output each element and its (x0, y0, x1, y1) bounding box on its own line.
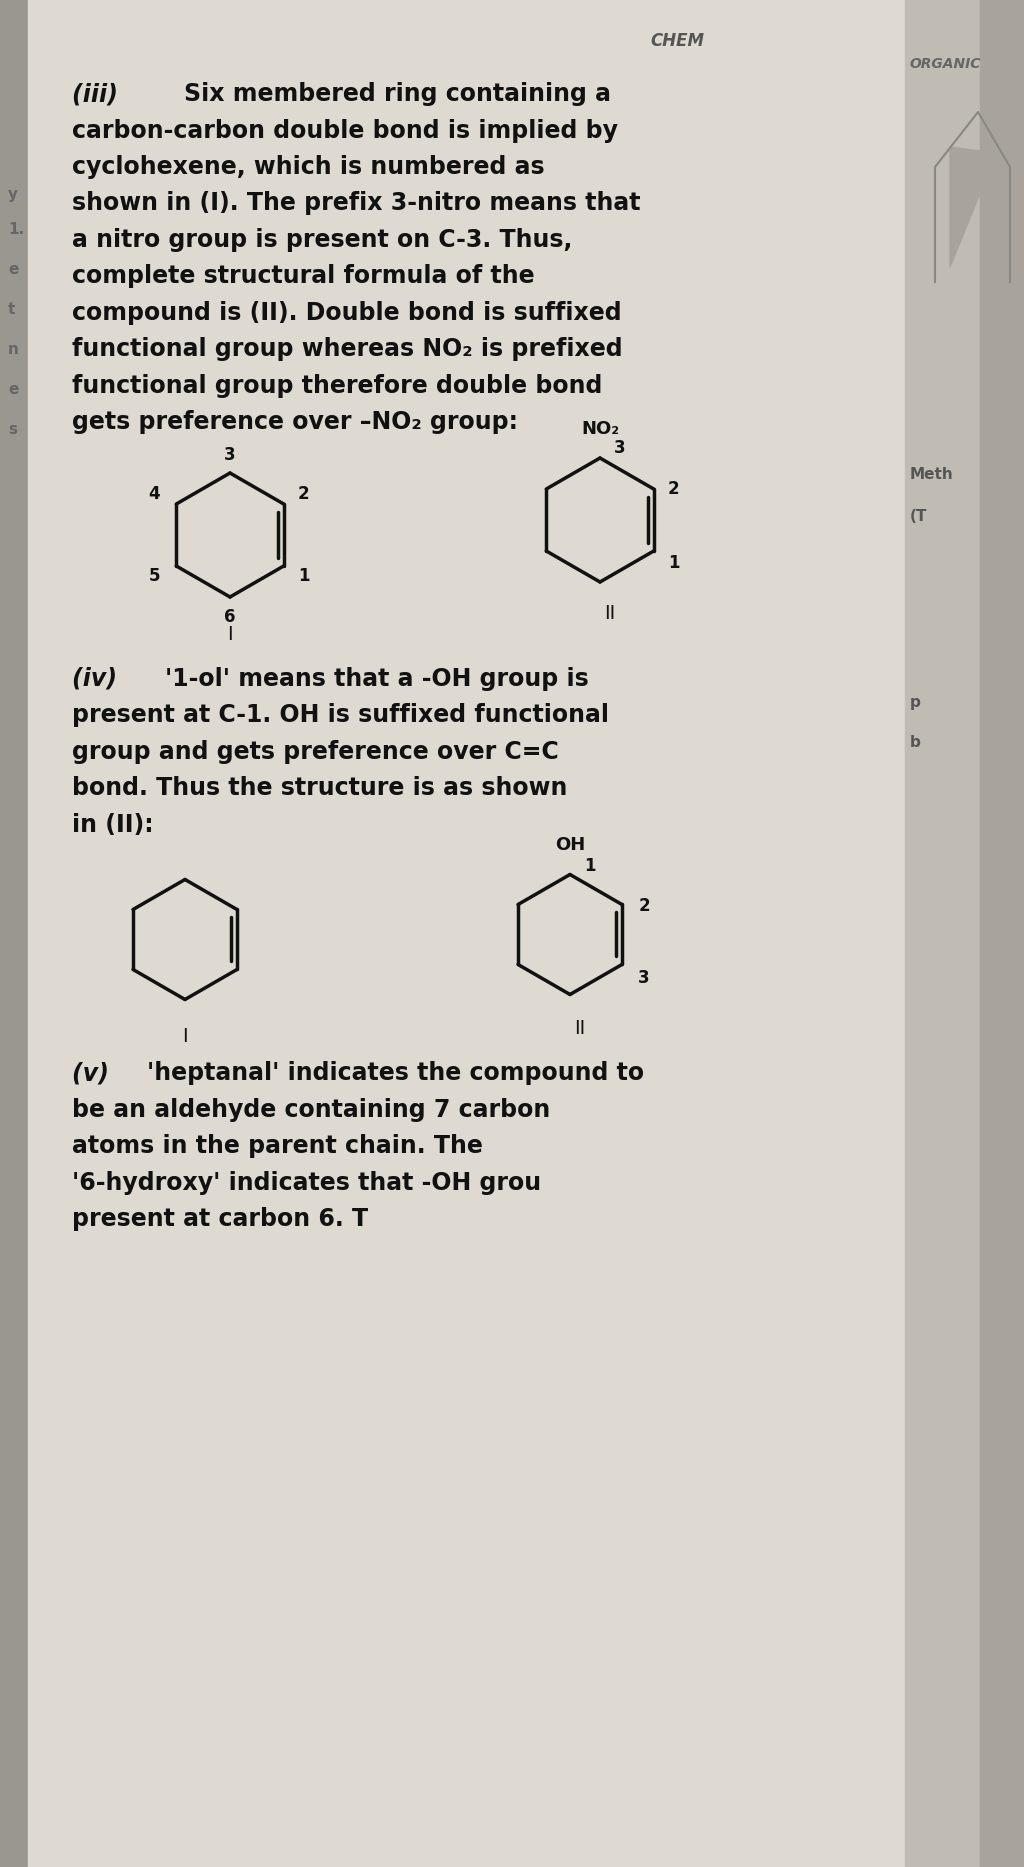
Text: 3: 3 (224, 446, 236, 465)
Text: n: n (8, 342, 18, 357)
Text: (v): (v) (72, 1062, 117, 1085)
Text: 1: 1 (668, 554, 680, 571)
Text: 1.: 1. (8, 222, 25, 237)
Text: 6: 6 (224, 609, 236, 625)
Text: e: e (8, 383, 18, 398)
Text: shown in (I). The prefix 3-nitro means that: shown in (I). The prefix 3-nitro means t… (72, 192, 640, 215)
Text: (iii): (iii) (72, 82, 126, 106)
Text: present at C-1. OH is suffixed functional: present at C-1. OH is suffixed functiona… (72, 704, 609, 728)
Bar (0, 0, 28, 1867)
Text: (T: (T (910, 510, 928, 525)
Text: present at carbon 6. T: present at carbon 6. T (72, 1208, 368, 1232)
Text: y: y (8, 187, 18, 202)
Text: 5: 5 (148, 568, 160, 584)
Text: compound is (II). Double bond is suffixed: compound is (II). Double bond is suffixe… (72, 301, 622, 325)
Text: 2: 2 (638, 898, 650, 915)
Text: e: e (8, 261, 18, 276)
Text: '6-hydroxy' indicates that -OH grou: '6-hydroxy' indicates that -OH grou (72, 1171, 541, 1195)
Text: gets preference over –NO₂ group:: gets preference over –NO₂ group: (72, 411, 518, 435)
Text: Meth: Meth (910, 467, 953, 482)
Text: group and gets preference over C=C: group and gets preference over C=C (72, 739, 559, 764)
Text: 3: 3 (614, 439, 626, 457)
Text: p: p (910, 695, 921, 709)
Text: functional group therefore double bond: functional group therefore double bond (72, 373, 602, 398)
Text: II: II (604, 605, 615, 624)
Text: 1: 1 (298, 568, 309, 584)
Text: in (II):: in (II): (72, 812, 154, 836)
Polygon shape (950, 147, 1024, 267)
Text: atoms in the parent chain. The: atoms in the parent chain. The (72, 1135, 483, 1159)
Text: cyclohexene, which is numbered as: cyclohexene, which is numbered as (72, 155, 545, 179)
Text: I: I (182, 1027, 187, 1047)
Text: Six membered ring containing a: Six membered ring containing a (184, 82, 611, 106)
Text: s: s (8, 422, 17, 437)
Text: CHEM: CHEM (650, 32, 705, 50)
Text: be an aldehyde containing 7 carbon: be an aldehyde containing 7 carbon (72, 1098, 550, 1122)
Text: 2: 2 (668, 480, 680, 498)
Text: 'heptanal' indicates the compound to: 'heptanal' indicates the compound to (146, 1062, 644, 1085)
Text: bond. Thus the structure is as shown: bond. Thus the structure is as shown (72, 777, 567, 801)
Text: t: t (8, 302, 15, 317)
Bar (28, 0, 930, 1867)
Text: OH: OH (555, 836, 585, 855)
Text: functional group whereas NO₂ is prefixed: functional group whereas NO₂ is prefixed (72, 338, 623, 362)
Text: ORGANIC: ORGANIC (910, 58, 981, 71)
Text: NO₂: NO₂ (581, 420, 620, 439)
Text: (iv): (iv) (72, 667, 125, 691)
Text: 2: 2 (298, 485, 309, 502)
Text: 3: 3 (638, 969, 650, 988)
Text: b: b (910, 736, 921, 751)
Text: complete structural formula of the: complete structural formula of the (72, 265, 535, 289)
Text: carbon-carbon double bond is implied by: carbon-carbon double bond is implied by (72, 118, 618, 142)
Text: I: I (227, 625, 232, 644)
Text: II: II (574, 1019, 586, 1038)
Bar (980, 0, 1024, 1867)
Text: 1: 1 (585, 857, 596, 876)
Bar (905, 0, 1024, 1867)
Text: a nitro group is present on C-3. Thus,: a nitro group is present on C-3. Thus, (72, 228, 572, 252)
Text: '1-ol' means that a -OH group is: '1-ol' means that a -OH group is (166, 667, 589, 691)
Text: 4: 4 (148, 485, 160, 502)
